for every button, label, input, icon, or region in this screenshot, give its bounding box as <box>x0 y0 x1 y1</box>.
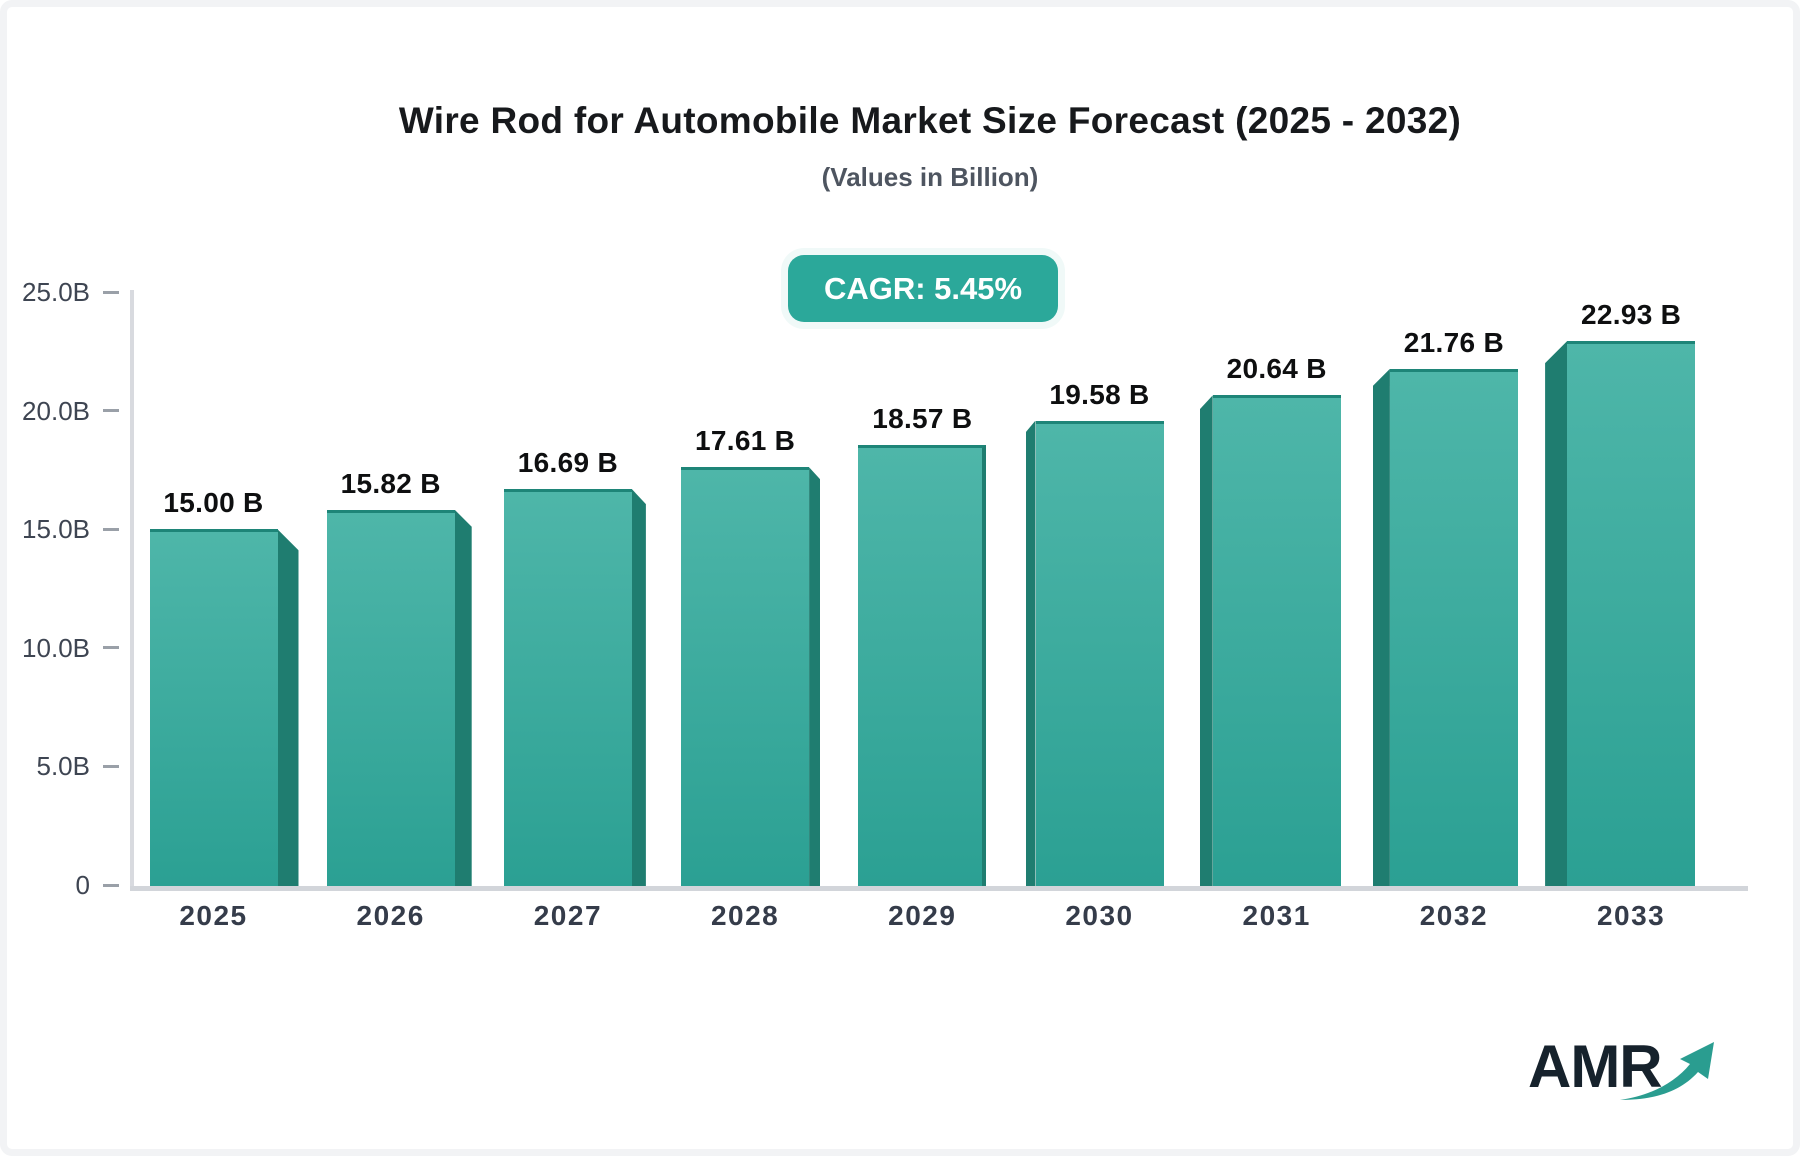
y-tick-mark <box>103 646 119 650</box>
bar-2027 <box>503 489 632 886</box>
growth-arrow-icon <box>1620 1042 1714 1100</box>
bar-side-2033 <box>1545 341 1568 886</box>
bar-2029 <box>858 444 987 886</box>
x-axis-baseline <box>130 886 1748 891</box>
bar-value-label: 20.64 B <box>1226 353 1327 385</box>
y-tick-mark <box>103 527 119 531</box>
y-tick-label: 10.0B <box>22 632 90 663</box>
x-tick-label: 2031 <box>1242 900 1311 931</box>
y-tick-label: 25.0B <box>22 277 90 307</box>
bar-2026 <box>326 509 455 886</box>
bar-value-label: 22.93 B <box>1581 299 1682 331</box>
x-tick-label: 2032 <box>1419 900 1489 931</box>
bar-value-label: 15.82 B <box>340 467 441 499</box>
bar-value-label: 19.58 B <box>1049 378 1150 410</box>
bar-2030 <box>1035 420 1164 886</box>
y-tick-mark <box>103 290 119 294</box>
x-tick-label: 2028 <box>710 900 780 931</box>
y-tick-label: 5.0B <box>36 751 91 782</box>
y-tick-mark <box>103 764 119 768</box>
y-tick-mark <box>103 883 119 887</box>
bar-value-label: 18.57 B <box>872 402 973 434</box>
bar-side-2027 <box>631 489 646 886</box>
bar-2031 <box>1212 395 1341 886</box>
bar-2028 <box>681 467 810 886</box>
x-tick-label: 2029 <box>888 900 957 931</box>
x-tick-label: 2026 <box>356 900 425 931</box>
x-tick-label: 2025 <box>179 900 248 931</box>
bar-2025 <box>149 529 278 886</box>
brand-logo-text: AMR <box>1528 1033 1663 1100</box>
bar-value-label: 17.61 B <box>695 425 796 457</box>
y-tick-label: 0 <box>75 870 90 900</box>
bar-side-2026 <box>454 509 472 886</box>
y-tick-mark <box>103 409 119 413</box>
bar-2032 <box>1389 368 1518 886</box>
x-tick-label: 2033 <box>1596 900 1666 931</box>
bar-side-2030 <box>1025 420 1036 886</box>
bar-value-label: 16.69 B <box>517 447 618 479</box>
bar-side-2025 <box>277 529 299 886</box>
cagr-badge: CAGR: 5.45% <box>788 255 1058 322</box>
x-tick-label: 2030 <box>1065 900 1134 931</box>
bar-value-label: 15.00 B <box>163 487 264 519</box>
x-tick-label: 2027 <box>533 900 603 931</box>
y-tick-label: 20.0B <box>22 395 90 426</box>
bar-side-2031 <box>1199 395 1213 886</box>
chart-title: Wire Rod for Automobile Market Size Fore… <box>398 100 1462 141</box>
bar-2033 <box>1567 341 1696 886</box>
brand-logo: AMR <box>1528 1032 1748 1112</box>
cagr-badge-label: CAGR: 5.45% <box>823 270 1023 306</box>
chart-subtitle: (Values in Billion) <box>821 162 1039 192</box>
bar-side-2028 <box>809 467 821 886</box>
y-axis-line <box>130 290 134 887</box>
bar-value-label: 21.76 B <box>1403 326 1504 358</box>
y-tick-label: 15.0B <box>22 514 90 545</box>
bar-side-2032 <box>1372 368 1390 886</box>
